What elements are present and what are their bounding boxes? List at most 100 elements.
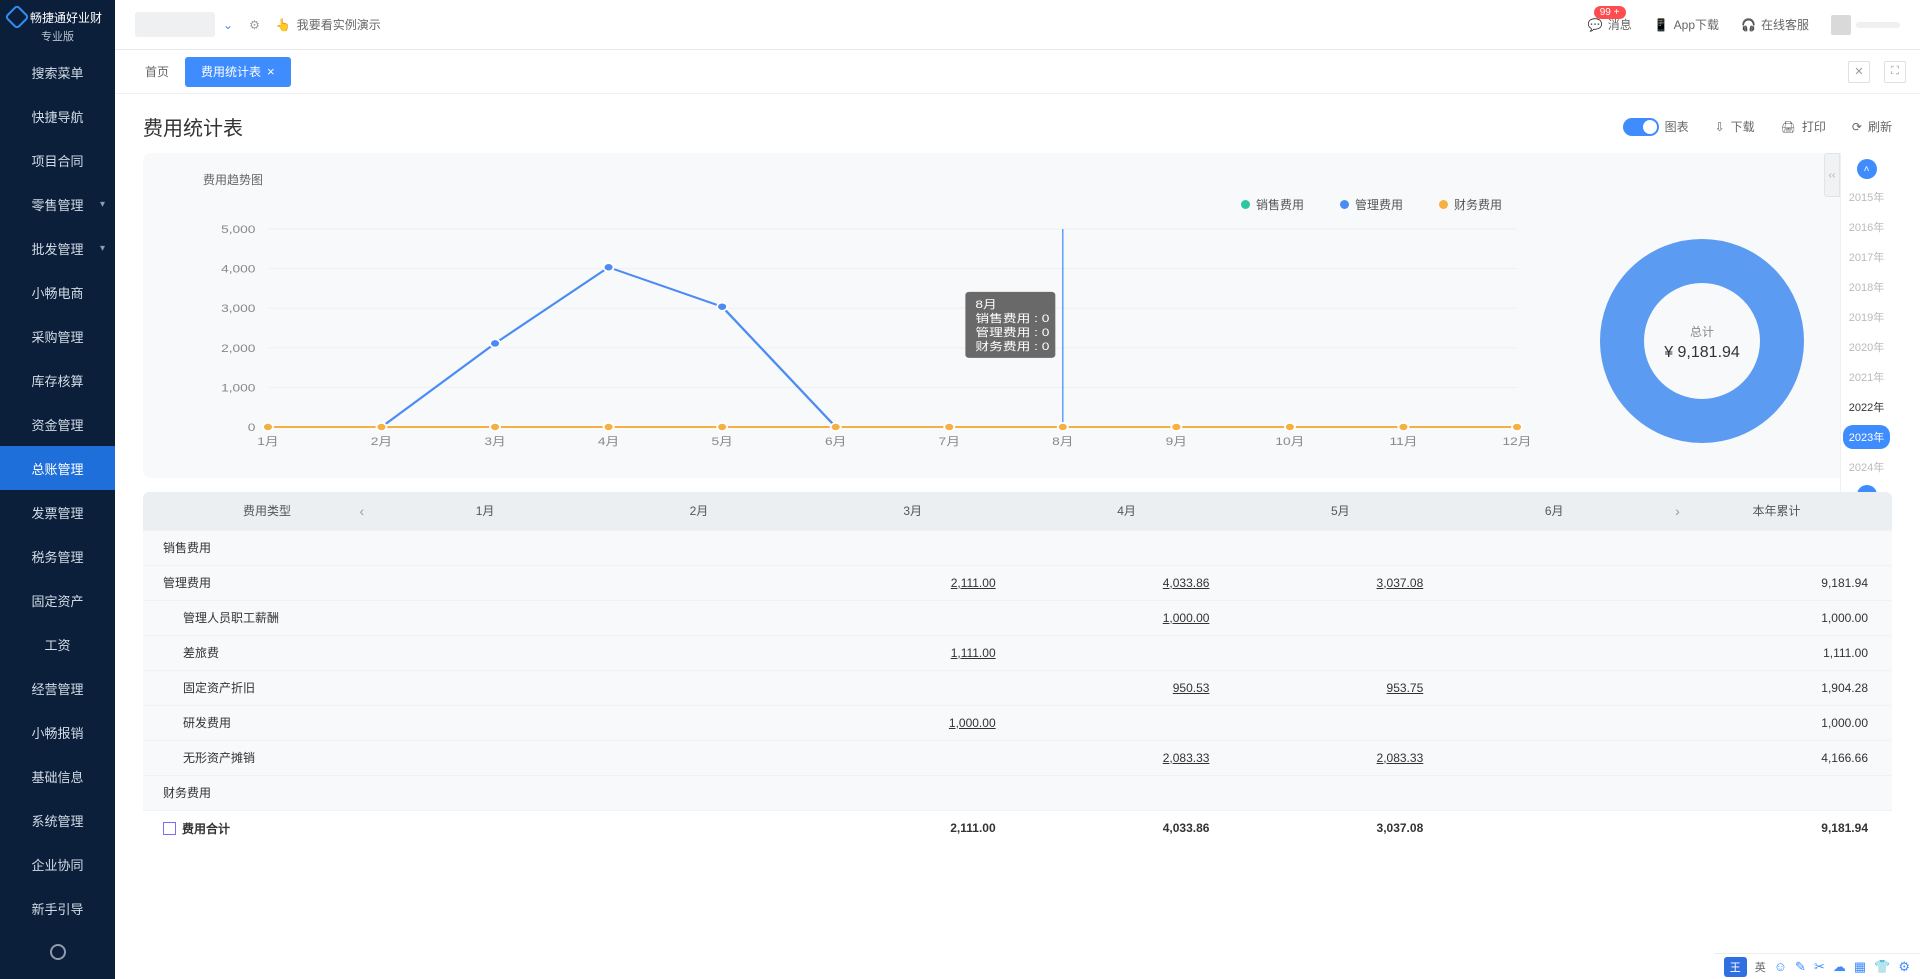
download-button[interactable]: 📱 App下载 [1654, 16, 1719, 33]
tab-current[interactable]: 费用统计表 × [185, 57, 291, 87]
row-label: 固定资产折旧 [143, 670, 378, 705]
legend-item[interactable]: 财务费用 [1439, 196, 1502, 213]
tb-gear-icon[interactable]: ⚙ [1898, 959, 1910, 975]
tb-cloud-icon[interactable]: ☁ [1833, 959, 1846, 975]
cell[interactable]: 3,037.08 [1233, 565, 1447, 600]
cell[interactable]: 2,083.33 [1233, 740, 1447, 775]
legend-item[interactable]: 销售费用 [1241, 196, 1304, 213]
year-option[interactable]: 2016年 [1843, 215, 1890, 239]
chart-toggle[interactable]: 图表 [1623, 118, 1689, 136]
year-option[interactable]: 2023年 [1843, 425, 1890, 449]
cell[interactable]: 1,000.00 [1020, 600, 1234, 635]
toggle-switch [1623, 118, 1659, 136]
svg-text:8月: 8月 [975, 298, 996, 310]
total-cell: 4,033.86 [1020, 810, 1234, 845]
demo-link[interactable]: 👆 我要看实例演示 [276, 16, 381, 33]
sidebar-item[interactable]: 库存核算 [0, 358, 115, 402]
year-option[interactable]: 2020年 [1843, 335, 1890, 359]
cell: 1,111.00 [1661, 635, 1892, 670]
panel-collapse-handle[interactable]: ‹‹ [1824, 153, 1840, 197]
cell[interactable]: 1,000.00 [806, 705, 1020, 740]
sidebar-item[interactable]: 小畅电商 [0, 270, 115, 314]
total-cell: 9,181.94 [1661, 810, 1892, 845]
tb-smile-icon[interactable]: ☺ [1774, 959, 1787, 974]
sidebar-item[interactable]: 项目合同 [0, 138, 115, 182]
sidebar-item-label: 系统管理 [31, 811, 83, 830]
chevron-right-icon[interactable]: › [1675, 503, 1680, 519]
sidebar-item-label: 采购管理 [31, 327, 83, 346]
legend-item[interactable]: 管理费用 [1340, 196, 1403, 213]
download-button[interactable]: ⇩ 下载 [1715, 118, 1755, 135]
tab-home[interactable]: 首页 [129, 57, 185, 87]
close-icon[interactable]: × [267, 64, 275, 79]
sidebar-item[interactable]: 企业协同 [0, 842, 115, 886]
sidebar-item[interactable]: 基础信息 [0, 754, 115, 798]
sidebar-item[interactable]: 批发管理▾ [0, 226, 115, 270]
cell [592, 670, 806, 705]
year-option[interactable]: 2022年 [1843, 395, 1890, 419]
tab-current-label: 费用统计表 [201, 63, 261, 80]
year-option[interactable]: 2024年 [1843, 455, 1890, 479]
total-label-cell: 费用合计 [143, 810, 378, 845]
cell[interactable]: 953.75 [1233, 670, 1447, 705]
user-menu[interactable] [1831, 15, 1900, 35]
support-button[interactable]: 🎧 在线客服 [1741, 16, 1809, 33]
messages-button[interactable]: 💬 消息 99 + [1588, 16, 1632, 33]
sidebar-item[interactable]: 小畅报销 [0, 710, 115, 754]
cell[interactable]: 2,111.00 [806, 565, 1020, 600]
sidebar-item[interactable]: 系统管理 [0, 798, 115, 842]
svg-text:财务费用 : 0: 财务费用 : 0 [975, 339, 1049, 352]
sidebar-item[interactable]: 新手引导 [0, 886, 115, 928]
sidebar-item[interactable]: 发票管理 [0, 490, 115, 534]
refresh-button[interactable]: ⟳ 刷新 [1852, 118, 1892, 135]
sidebar-item[interactable]: 固定资产 [0, 578, 115, 622]
nav-settings[interactable] [0, 928, 115, 979]
svg-text:4,000: 4,000 [221, 263, 255, 275]
cell [1447, 635, 1661, 670]
sidebar-item[interactable]: 税务管理 [0, 534, 115, 578]
sidebar-item[interactable]: 工资 [0, 622, 115, 666]
sidebar-item-label: 项目合同 [31, 151, 83, 170]
year-option[interactable]: 2021年 [1843, 365, 1890, 389]
sidebar-item[interactable]: 经营管理 [0, 666, 115, 710]
tabs-close-all[interactable]: ✕ [1848, 61, 1870, 83]
sidebar-item[interactable]: 搜索菜单 [0, 50, 115, 94]
org-selector[interactable]: ⌄ [135, 12, 233, 37]
tb-edit-icon[interactable]: ✎ [1795, 959, 1806, 975]
cell [806, 775, 1020, 810]
year-option[interactable]: 2015年 [1843, 185, 1890, 209]
tabs: 首页 费用统计表 × ✕ ⛶ [115, 50, 1920, 94]
cell[interactable]: 950.53 [1020, 670, 1234, 705]
print-button[interactable]: 🖨 打印 [1781, 118, 1826, 135]
year-option[interactable]: 2017年 [1843, 245, 1890, 269]
tb-person-icon[interactable]: 👕 [1874, 959, 1890, 975]
svg-text:3,000: 3,000 [221, 302, 255, 314]
year-option[interactable]: 2018年 [1843, 275, 1890, 299]
sidebar-item[interactable]: 快捷导航 [0, 94, 115, 138]
year-option[interactable]: 2019年 [1843, 305, 1890, 329]
sidebar-item[interactable]: 零售管理▾ [0, 182, 115, 226]
phone-icon: 📱 [1654, 18, 1669, 32]
header-settings-icon[interactable]: ⚙ [249, 18, 260, 32]
total-cell [592, 810, 806, 845]
row-label: 管理人员职工薪酬 [143, 600, 378, 635]
cell [592, 600, 806, 635]
tb-scissor-icon[interactable]: ✂ [1814, 959, 1825, 975]
download-label: 下载 [1731, 118, 1755, 135]
sidebar-item[interactable]: 资金管理 [0, 402, 115, 446]
sidebar-item[interactable]: 采购管理 [0, 314, 115, 358]
headset-icon: 🎧 [1741, 18, 1756, 32]
sidebar-item[interactable]: 总账管理 [0, 446, 115, 490]
cell[interactable]: 2,083.33 [1020, 740, 1234, 775]
cell[interactable]: 1,111.00 [806, 635, 1020, 670]
rail-up-icon[interactable]: ˄ [1857, 159, 1877, 179]
chevron-left-icon[interactable]: ‹ [360, 503, 365, 519]
sidebar-item-label: 工资 [44, 635, 70, 654]
ime-pill[interactable]: 王 [1724, 957, 1747, 977]
cell[interactable]: 4,033.86 [1020, 565, 1234, 600]
tabs-fullscreen[interactable]: ⛶ [1884, 61, 1906, 83]
ime-lang[interactable]: 英 [1755, 959, 1766, 975]
cell [592, 530, 806, 565]
chart-toggle-label: 图表 [1665, 118, 1689, 135]
tb-grid-icon[interactable]: ▦ [1854, 959, 1866, 975]
